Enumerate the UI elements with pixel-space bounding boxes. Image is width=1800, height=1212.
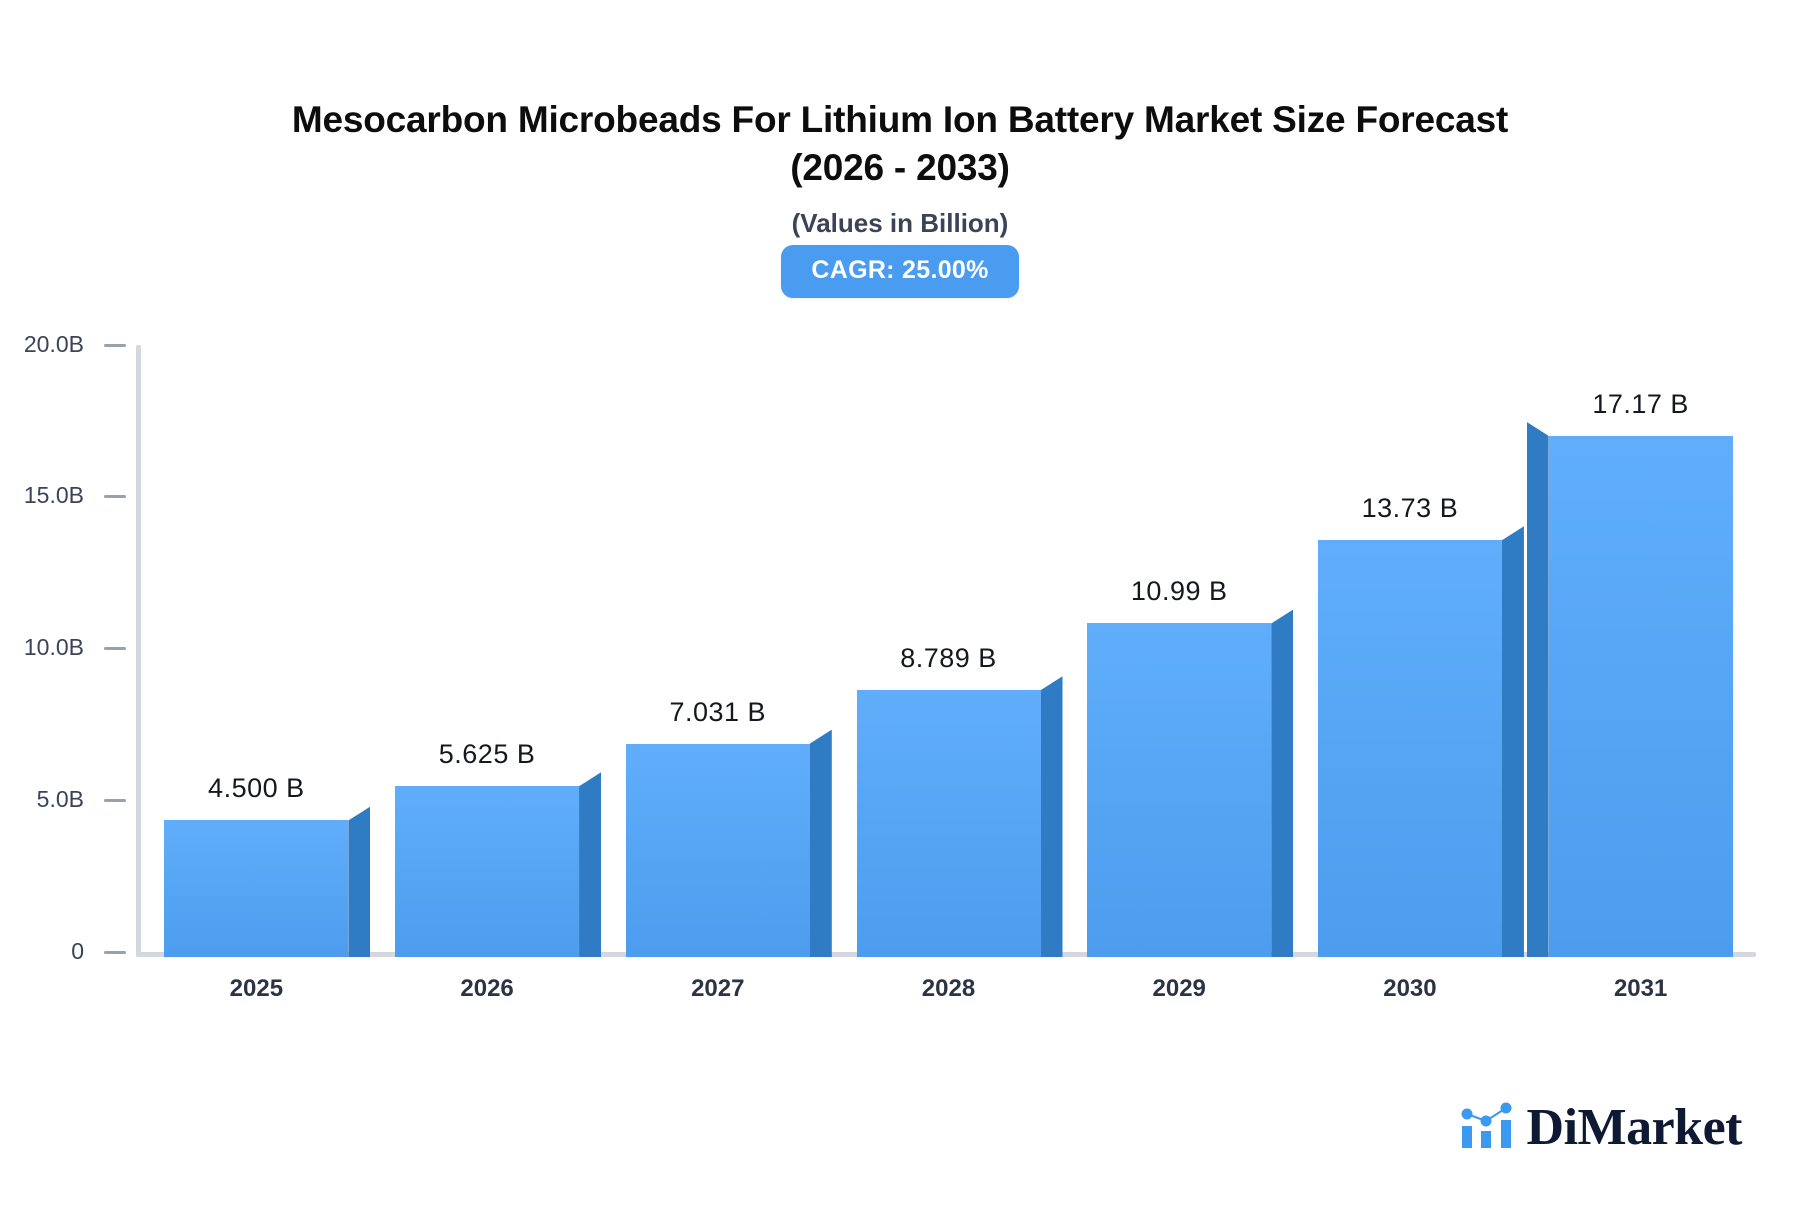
bar-side-face xyxy=(809,729,832,957)
bar-value-label: 13.73 B xyxy=(1361,493,1459,524)
bar-group[interactable]: 8.789 B xyxy=(856,345,1063,957)
bar-front-face xyxy=(1548,435,1733,957)
bar-front-face xyxy=(395,786,580,957)
bar[interactable] xyxy=(625,729,832,957)
bar-chart-icon xyxy=(1461,1101,1515,1154)
bar-value-label: 10.99 B xyxy=(1130,576,1228,607)
bar-side-face xyxy=(1501,526,1524,957)
bar-front-face xyxy=(625,743,810,957)
y-axis-tick-mark xyxy=(104,343,126,347)
bar-group[interactable]: 4.500 B xyxy=(164,345,371,957)
brand-logo: DiMarket xyxy=(1461,1098,1743,1156)
x-axis-label: 2027 xyxy=(691,975,745,1002)
bar-value-label: 5.625 B xyxy=(438,739,536,770)
x-axis-labels: 2025 2026 2027 2028 2029 2030 2031 xyxy=(141,975,1756,1015)
bar[interactable] xyxy=(1526,421,1733,957)
x-axis-label: 2031 xyxy=(1613,975,1668,1002)
x-axis-label: 2028 xyxy=(921,975,976,1002)
y-axis-tick-label: 10.0B xyxy=(23,634,84,660)
y-axis-tick-label: 5.0B xyxy=(36,785,84,812)
logo-text: DiMarket xyxy=(1526,1098,1743,1156)
bar-side-face xyxy=(1040,676,1063,957)
bar[interactable] xyxy=(1317,526,1524,957)
bar-value-label: 8.789 B xyxy=(900,643,997,674)
bar-group[interactable]: 17.17 B xyxy=(1526,345,1733,957)
bar-front-face xyxy=(856,690,1041,957)
bar-front-face xyxy=(1317,540,1502,957)
y-axis-tick-mark xyxy=(104,950,126,954)
y-axis-tick-label: 20.0B xyxy=(23,330,84,357)
x-axis-label: 2025 xyxy=(229,975,284,1002)
bar-side-face xyxy=(1271,609,1294,957)
x-axis-label: 2030 xyxy=(1383,975,1437,1002)
cagr-badge: CAGR: 25.00% xyxy=(781,245,1019,299)
bar-front-face xyxy=(1087,623,1272,957)
page-title: Mesocarbon Microbeads For Lithium Ion Ba… xyxy=(291,99,1509,189)
bar-group[interactable]: 7.031 B xyxy=(625,345,832,957)
bar-side-face xyxy=(348,806,371,957)
bar-group[interactable]: 5.625 B xyxy=(395,345,602,957)
bar-group[interactable]: 10.99 B xyxy=(1087,345,1294,957)
bar-side-face xyxy=(1526,421,1549,957)
bar-value-label: 7.031 B xyxy=(669,696,767,727)
y-axis-tick-mark xyxy=(104,798,126,802)
bar-value-label: 17.17 B xyxy=(1592,388,1689,419)
y-axis-line xyxy=(136,345,141,957)
x-axis-label: 2029 xyxy=(1152,975,1206,1002)
bar-side-face xyxy=(579,772,602,957)
bar[interactable] xyxy=(395,772,602,957)
bar[interactable] xyxy=(1087,609,1294,957)
bar[interactable] xyxy=(856,676,1063,957)
bars-layer: 4.500 B 5.625 B 7.031 B 8.789 B 10.99 B 13.73… xyxy=(141,345,1756,957)
y-axis-tick-mark xyxy=(104,495,126,499)
y-axis-tick-label: 0 xyxy=(71,937,84,964)
chart-header: Mesocarbon Microbeads For Lithium Ion Ba… xyxy=(0,96,1800,299)
bar-value-label: 4.500 B xyxy=(208,773,305,804)
y-axis-tick-mark xyxy=(104,647,126,650)
cagr-badge-container: CAGR: 25.00% xyxy=(0,245,1800,299)
bar[interactable] xyxy=(164,806,371,957)
x-axis-label: 2026 xyxy=(460,975,514,1002)
chart-subtitle: (Values in Billion) xyxy=(791,208,1009,239)
bar-group[interactable]: 13.73 B xyxy=(1317,345,1524,957)
bar-front-face xyxy=(164,820,349,957)
y-axis-tick-label: 15.0B xyxy=(23,482,84,509)
